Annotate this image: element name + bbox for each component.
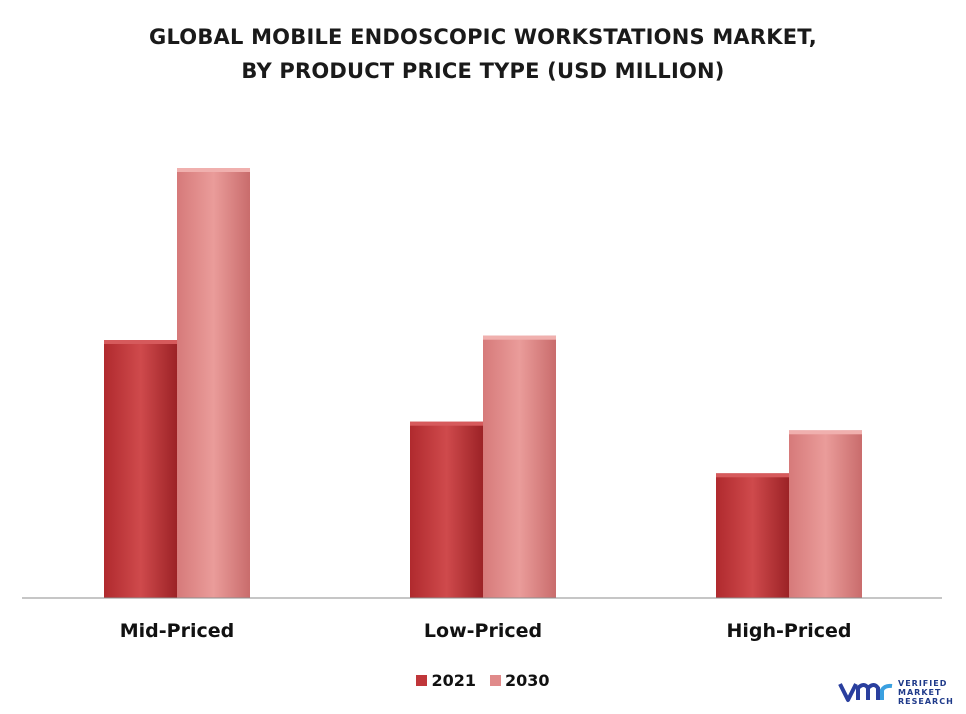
legend-label-2021: 2021 <box>431 671 476 690</box>
bar-high-priced-2030 <box>789 430 862 598</box>
logo-line-2: MARKET <box>898 687 942 697</box>
chart-title-line-2: BY PRODUCT PRICE TYPE (USD MILLION) <box>241 59 725 83</box>
logo-line-1: VERIFIED <box>898 678 948 688</box>
x-tick-label: Low-Priced <box>424 620 542 642</box>
logo-line-3: RESEARCH <box>898 696 954 706</box>
vmr-logo: VERIFIED MARKET RESEARCH <box>838 676 960 708</box>
chart-title: GLOBAL MOBILE ENDOSCOPIC WORKSTATIONS MA… <box>0 20 966 88</box>
bar-low-priced-2030 <box>483 335 556 598</box>
x-tick-label: Mid-Priced <box>120 620 234 642</box>
bar-top-highlight <box>716 473 789 478</box>
chart-title-line-1: GLOBAL MOBILE ENDOSCOPIC WORKSTATIONS MA… <box>149 25 817 49</box>
legend-swatch-2021 <box>416 675 428 686</box>
vmr-logo-icon <box>838 683 893 702</box>
x-tick-label: High-Priced <box>727 620 852 642</box>
bar-mid-priced-2021 <box>104 340 177 598</box>
bar-low-priced-2021 <box>410 421 483 598</box>
legend: 2021 2030 <box>0 671 966 690</box>
legend-item-2030: 2030 <box>490 671 550 690</box>
vmr-logo-text: VERIFIED MARKET RESEARCH <box>898 679 954 706</box>
bar-mid-priced-2030 <box>177 168 250 598</box>
bar-top-highlight <box>177 168 250 172</box>
bar-top-highlight <box>789 430 862 435</box>
legend-item-2021: 2021 <box>416 671 476 690</box>
bar-top-highlight <box>104 340 177 344</box>
bar-top-highlight <box>483 335 556 340</box>
legend-label-2030: 2030 <box>505 671 550 690</box>
legend-swatch-2030 <box>490 675 501 686</box>
bar-high-priced-2021 <box>716 473 789 598</box>
bar-top-highlight <box>410 421 483 426</box>
